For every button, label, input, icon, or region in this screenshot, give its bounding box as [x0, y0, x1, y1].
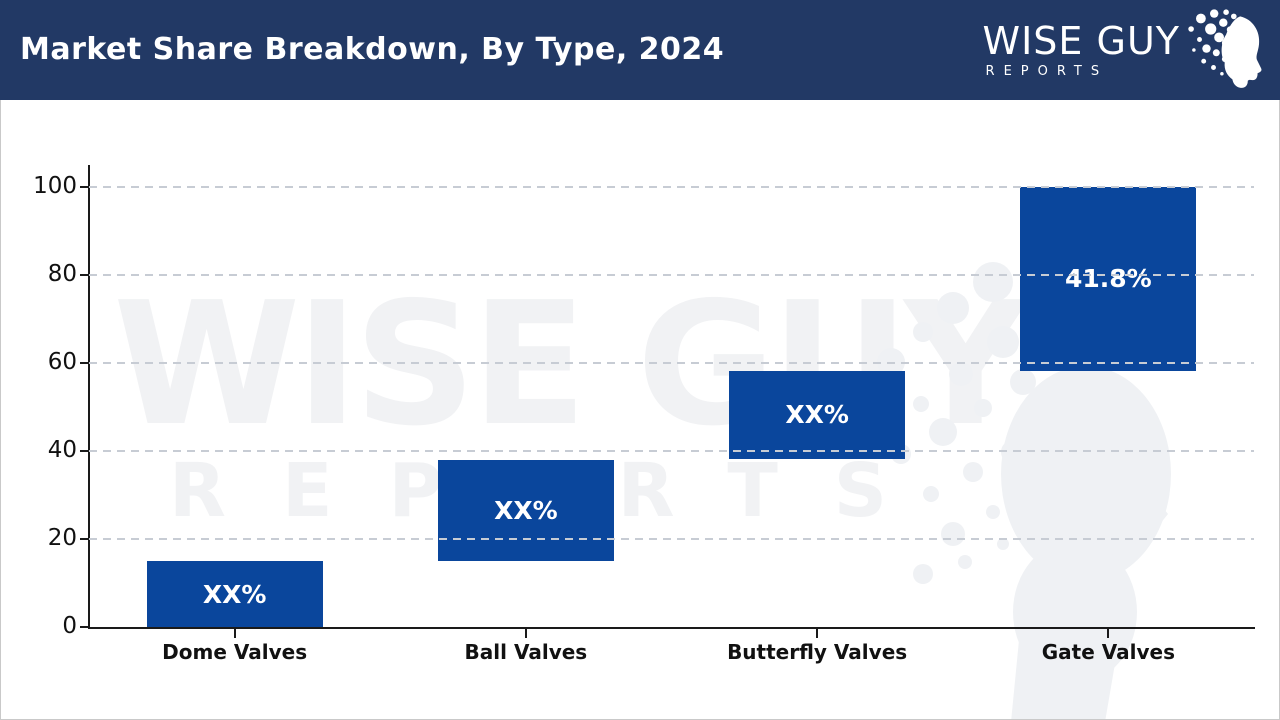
header-bar: Market Share Breakdown, By Type, 2024 WI… — [0, 0, 1280, 100]
y-tick — [80, 274, 89, 276]
y-tick-label: 40 — [47, 437, 77, 463]
x-category-label: Ball Valves — [464, 640, 588, 664]
y-tick — [80, 362, 89, 364]
wise-guy-logo: WISE GUY REPORTS — [983, 8, 1266, 92]
bar-gate-valves: 41.8% — [1020, 187, 1197, 371]
y-tick — [80, 538, 89, 540]
logo-subtitle: REPORTS — [985, 63, 1109, 79]
x-tick — [233, 629, 236, 638]
x-category-label: Butterfly Valves — [727, 640, 908, 664]
y-tick — [80, 450, 89, 452]
gridline — [89, 450, 1254, 452]
y-tick-label: 60 — [47, 349, 77, 375]
page-title: Market Share Breakdown, By Type, 2024 — [20, 32, 725, 67]
x-tick — [1107, 629, 1110, 638]
gridline — [89, 538, 1254, 540]
bar-value-label: XX% — [785, 400, 849, 430]
bar-value-label: XX% — [494, 495, 558, 525]
logo-face-dots-icon — [1188, 9, 1262, 88]
y-tick-label: 80 — [47, 261, 77, 287]
gridline — [89, 362, 1254, 364]
x-axis-line — [88, 627, 1255, 629]
logo-wordmark: WISE GUY — [982, 19, 1180, 64]
gridline — [89, 274, 1254, 276]
bar-value-label: 41.8% — [1065, 264, 1152, 294]
bar-value-label: XX% — [202, 579, 267, 609]
y-tick — [80, 626, 89, 628]
y-tick-label: 100 — [33, 173, 77, 199]
y-axis-line — [88, 165, 90, 629]
bar-butterfly-valves: XX% — [729, 370, 906, 459]
bar-ball-valves: XX% — [437, 459, 614, 561]
x-category-label: Dome Valves — [162, 640, 308, 664]
bar-dome-valves: XX% — [146, 561, 323, 627]
x-tick — [524, 629, 527, 638]
logo-text: WISE GUY REPORTS — [982, 19, 1180, 79]
y-tick — [80, 186, 89, 188]
x-tick — [816, 629, 819, 638]
plot-area: 0 20 40 60 80 100 XX% Dome Valves XX% Ball Valves… — [1, 100, 1279, 719]
x-category-label: Gate Valves — [1041, 640, 1175, 664]
y-tick-label: 20 — [47, 525, 77, 551]
watermark-face-dots-icon — [877, 247, 1171, 719]
y-tick-label: 0 — [62, 613, 77, 639]
gridline — [89, 186, 1254, 188]
